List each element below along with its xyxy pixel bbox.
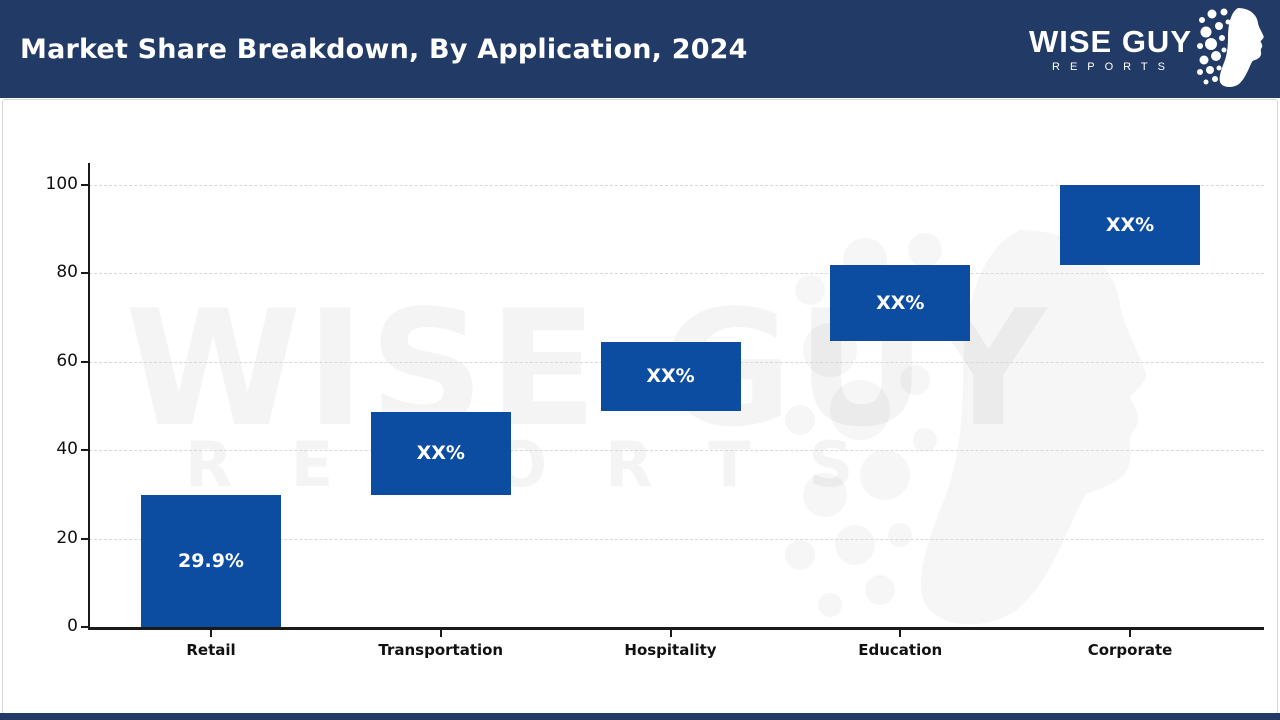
category-label-corporate: Corporate bbox=[1087, 641, 1173, 659]
bar-value-label: XX% bbox=[646, 365, 695, 388]
y-tick-label-60: 60 bbox=[56, 350, 78, 371]
x-tick-corporate bbox=[1129, 630, 1131, 637]
x-tick-transportation bbox=[439, 630, 442, 637]
header: Market Share Breakdown, By Application, … bbox=[0, 0, 1280, 98]
bar-retail[interactable]: 29.9% bbox=[141, 494, 281, 627]
y-tick-60 bbox=[81, 360, 88, 363]
bar-value-label: XX% bbox=[1105, 214, 1155, 236]
y-tick-100 bbox=[81, 184, 88, 186]
y-tick-label-40: 40 bbox=[56, 439, 78, 460]
x-tick-hospitality bbox=[669, 630, 672, 637]
y-tick-label-0: 0 bbox=[67, 616, 78, 636]
bar-education[interactable]: XX% bbox=[830, 265, 971, 342]
y-tick-label-20: 20 bbox=[56, 527, 78, 548]
bar-value-label: XX% bbox=[876, 292, 925, 315]
gridline-y100 bbox=[89, 185, 1264, 186]
x-axis-line bbox=[88, 627, 1264, 630]
chart-title: Market Share Breakdown, By Application, … bbox=[20, 33, 748, 65]
logo-subtext: REPORTS bbox=[1052, 60, 1175, 73]
bar-value-label: 29.9% bbox=[178, 549, 244, 572]
x-tick-education bbox=[899, 630, 902, 637]
y-tick-label-100: 100 bbox=[45, 174, 78, 194]
footer-bar bbox=[0, 713, 1280, 720]
y-tick-40 bbox=[81, 449, 88, 452]
gridline-y80 bbox=[89, 273, 1264, 275]
logo-face-icon bbox=[1194, 6, 1266, 92]
y-tick-20 bbox=[81, 537, 88, 540]
bar-value-label: XX% bbox=[416, 442, 465, 465]
x-tick-retail bbox=[210, 630, 212, 637]
y-axis-line bbox=[88, 163, 90, 629]
y-tick-0 bbox=[81, 626, 88, 628]
category-label-transportation: Transportation bbox=[378, 641, 504, 659]
category-label-retail: Retail bbox=[186, 641, 236, 659]
gridline-y20 bbox=[89, 538, 1264, 540]
bar-hospitality[interactable]: XX% bbox=[600, 341, 741, 411]
wise-guy-reports-logo: WISE GUY REPORTS bbox=[1029, 6, 1266, 92]
category-label-education: Education bbox=[858, 641, 943, 659]
bar-transportation[interactable]: XX% bbox=[370, 411, 511, 495]
y-tick-80 bbox=[81, 272, 88, 275]
category-label-hospitality: Hospitality bbox=[624, 641, 717, 659]
y-tick-label-80: 80 bbox=[56, 262, 78, 283]
gridline-y40 bbox=[89, 450, 1264, 452]
logo-wordmark: WISE GUY bbox=[1028, 23, 1192, 59]
bar-corporate[interactable]: XX% bbox=[1060, 185, 1200, 265]
logo-text: WISE GUY REPORTS bbox=[1029, 26, 1192, 73]
